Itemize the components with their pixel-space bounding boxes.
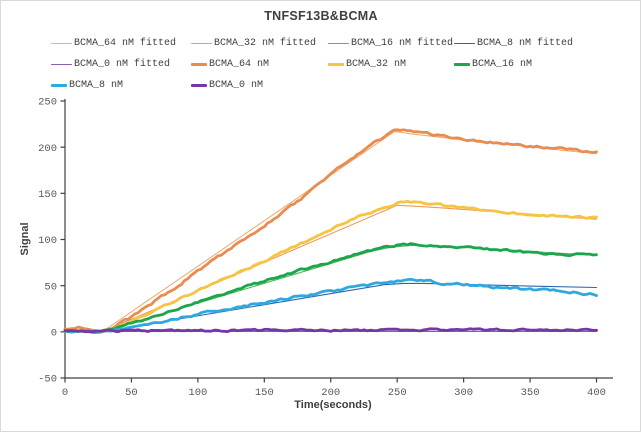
legend-line-swatch: [328, 62, 344, 67]
legend-line-swatch: [51, 83, 67, 88]
legend-line-swatch: [191, 42, 212, 45]
series-curve-BCMA_8-nM: [63, 277, 598, 334]
x-tick-label: 50: [125, 387, 138, 399]
y-axis-label: Signal: [19, 222, 31, 256]
chart-title: TNFSF13B&BCMA: [264, 9, 378, 23]
legend-label: BCMA_8 nM fitted: [477, 38, 574, 49]
legend-line-swatch: [51, 63, 72, 66]
y-tick-label: 100: [38, 235, 57, 247]
legend-label: BCMA_64 nM: [209, 59, 270, 70]
legend-label: BCMA_64 nM fitted: [74, 38, 177, 49]
series-curve-BCMA_0-nM: [63, 327, 598, 334]
y-tick-label: 150: [38, 189, 57, 201]
y-tick-label: 200: [38, 143, 57, 155]
y-tick-label: 50: [44, 281, 57, 293]
y-tick-label: 0: [51, 327, 57, 339]
legend-item: BCMA_0 nM: [191, 79, 263, 92]
legend-line-swatch: [454, 42, 475, 45]
series-curve-BCMA_32-nM: [63, 199, 598, 334]
legend-item: BCMA_8 nM: [51, 79, 123, 92]
x-tick-label: 400: [587, 387, 606, 399]
legend-line-swatch: [328, 42, 349, 45]
legend-item: BCMA_64 nM: [191, 58, 269, 71]
legend-item: BCMA_0 nM fitted: [51, 58, 170, 71]
x-tick-label: 300: [454, 387, 473, 399]
x-tick-label: 100: [188, 387, 207, 399]
legend-label: BCMA_32 nM fitted: [214, 38, 317, 49]
x-tick-label: 200: [321, 387, 340, 399]
series-curve-BCMA_32-nM-fitted: [64, 204, 598, 333]
legend-line-swatch: [191, 83, 207, 88]
legend-item: BCMA_32 nM: [328, 58, 406, 71]
legend-label: BCMA_16 nM: [472, 59, 533, 70]
x-tick-label: 0: [62, 387, 68, 399]
chart-legend: BCMA_64 nM fitted BCMA_32 nM fitted BCMA_1…: [1, 1, 640, 96]
x-tick-label: 150: [255, 387, 274, 399]
legend-label: BCMA_0 nM fitted: [74, 59, 171, 70]
series-curve-BCMA_16-nM: [63, 242, 598, 334]
series-curve-BCMA_64-nM: [63, 128, 598, 333]
x-axis-label: Time(seconds): [294, 399, 372, 411]
legend-item: BCMA_16 nM fitted: [328, 37, 453, 50]
legend-item: BCMA_8 nM fitted: [454, 37, 573, 50]
legend-item: BCMA_64 nM fitted: [51, 37, 176, 50]
x-tick-label: 350: [521, 387, 540, 399]
legend-label: BCMA_32 nM: [346, 59, 407, 70]
y-tick-label: 250: [38, 97, 57, 109]
x-tick-label: 250: [388, 387, 407, 399]
legend-line-swatch: [191, 62, 207, 67]
legend-line-swatch: [454, 62, 470, 67]
legend-label: BCMA_16 nM fitted: [351, 38, 454, 49]
legend-label: BCMA_0 nM: [209, 80, 264, 91]
legend-item: BCMA_16 nM: [454, 58, 532, 71]
legend-label: BCMA_8 nM: [69, 80, 124, 91]
y-tick-label: -50: [38, 374, 57, 386]
legend-item: BCMA_32 nM fitted: [191, 37, 316, 50]
legend-line-swatch: [51, 42, 72, 45]
